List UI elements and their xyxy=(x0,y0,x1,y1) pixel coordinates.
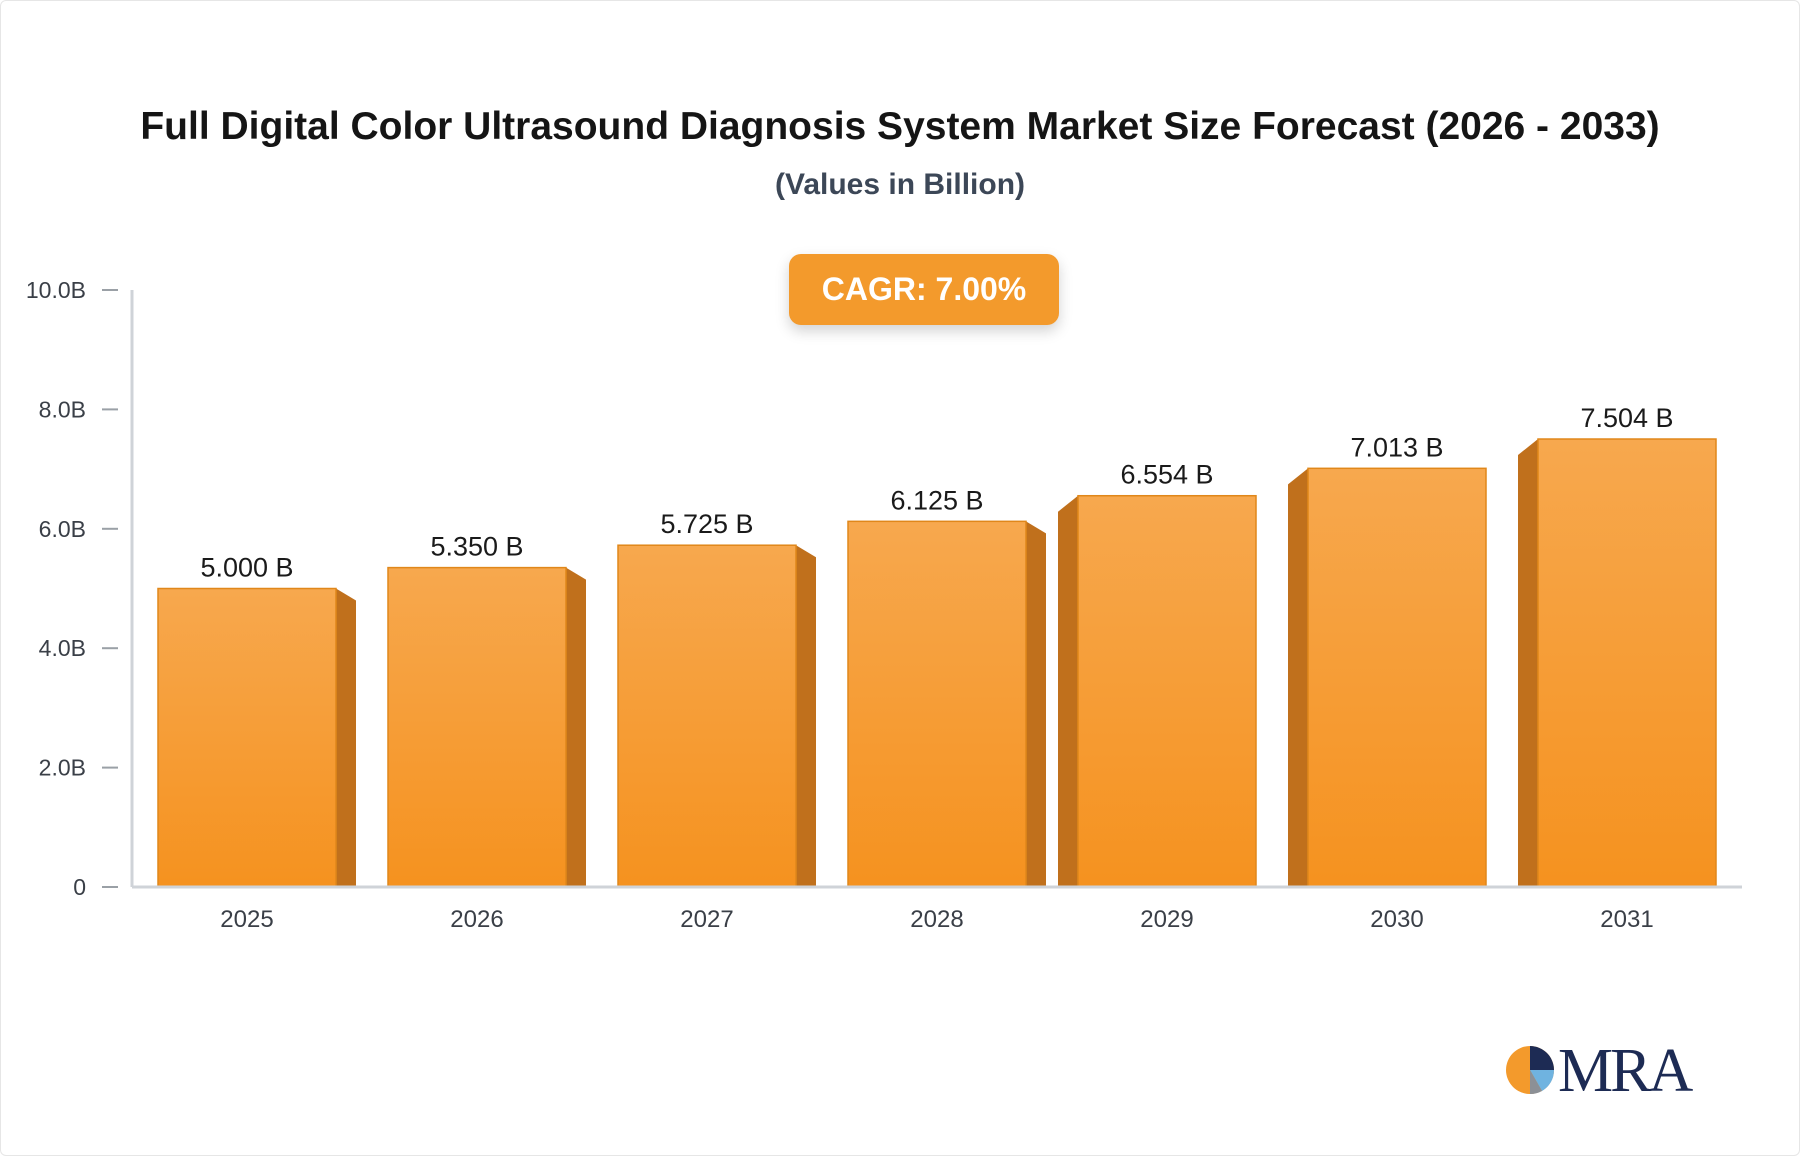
bar-2027 xyxy=(617,544,797,888)
x-tick-label: 2025 xyxy=(220,906,273,933)
logo-pie-icon xyxy=(1506,1046,1555,1095)
data-label: 5.725 B xyxy=(660,509,753,539)
chart-subtitle: (Values in Billion) xyxy=(774,168,1026,201)
bar-side-face xyxy=(1288,468,1308,887)
chart-title: Full Digital Color Ultrasound Diagnosis … xyxy=(140,105,1660,148)
data-label: 7.013 B xyxy=(1350,432,1443,462)
y-tick-label: 4.0B xyxy=(39,635,86,661)
x-tick-label: 2027 xyxy=(680,906,733,933)
y-tick-label: 6.0B xyxy=(39,516,86,542)
cagr-badge: CAGR: 7.00% xyxy=(789,254,1059,325)
data-label: 7.504 B xyxy=(1580,403,1673,433)
x-tick-label: 2028 xyxy=(910,906,963,933)
bar-2028 xyxy=(847,520,1027,888)
bars: 5.000 B 5.350 B 5.725 B 6.125 B 6.554 B 7.013… xyxy=(157,403,1717,888)
bar-2031 xyxy=(1537,438,1717,888)
data-label: 5.350 B xyxy=(430,532,523,562)
bar-2025 xyxy=(157,587,337,888)
y-tick-label: 10.0B xyxy=(26,277,86,303)
bar-2030 xyxy=(1307,467,1487,888)
bar-side-face xyxy=(1026,521,1046,887)
x-tick-label: 2030 xyxy=(1370,906,1423,933)
y-tick-label: 8.0B xyxy=(39,396,86,422)
data-label: 6.554 B xyxy=(1120,460,1213,490)
x-tick-label: 2029 xyxy=(1140,906,1193,933)
bar-side-face xyxy=(796,545,816,887)
bar-side-face xyxy=(336,588,356,887)
data-label: 6.125 B xyxy=(890,485,983,515)
data-label: 5.000 B xyxy=(200,553,293,583)
bar-2029 xyxy=(1077,494,1257,888)
mra-logo: MRA xyxy=(1504,1037,1694,1105)
bar-2026 xyxy=(387,566,567,888)
x-tick-label: 2031 xyxy=(1600,906,1653,933)
bar-side-face xyxy=(1518,439,1538,887)
y-tick-label: 0 xyxy=(73,874,86,900)
x-axis: 2025 2026 2027 2028 2029 2030 2031 xyxy=(132,885,1742,933)
bar-side-face xyxy=(1058,495,1078,887)
logo-text: MRA xyxy=(1558,1037,1693,1105)
y-axis: 0 2.0B 4.0B 6.0B 8.0B 10.0B xyxy=(26,277,134,900)
bar-side-face xyxy=(566,567,586,887)
x-tick-label: 2026 xyxy=(450,906,503,933)
y-tick-label: 2.0B xyxy=(39,755,86,781)
